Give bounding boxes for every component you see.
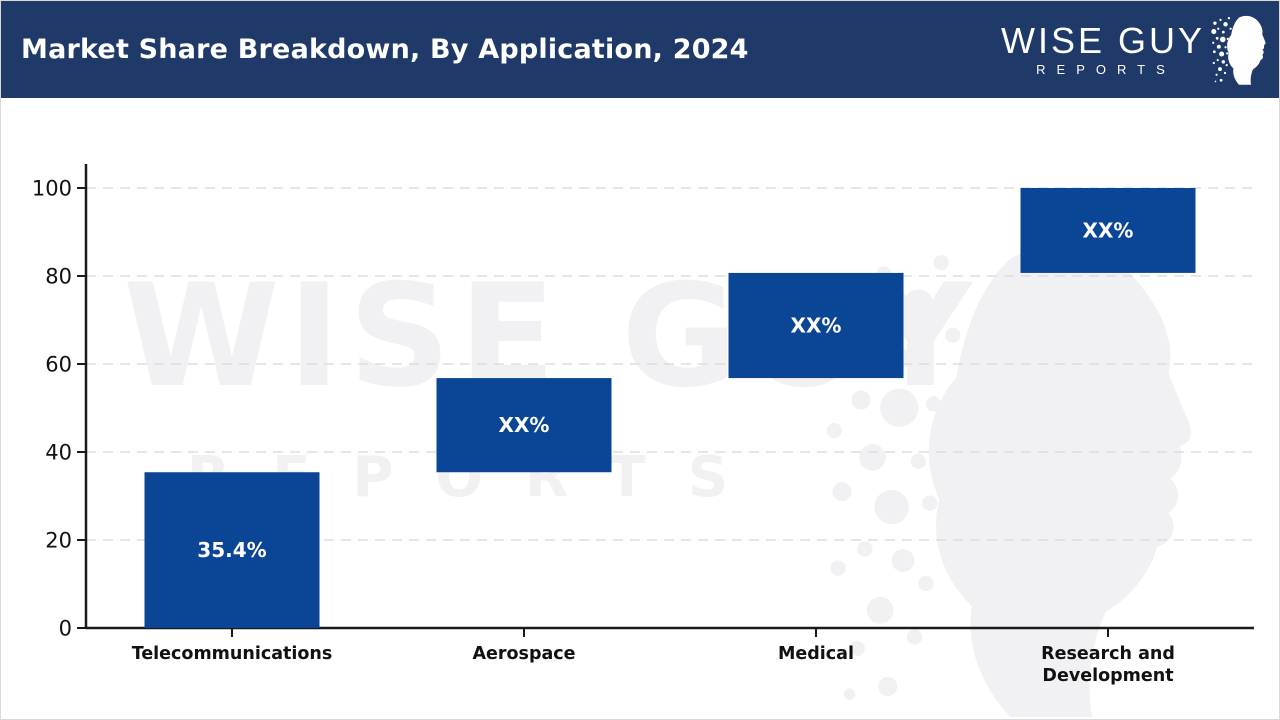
chart-area: WISE GUY REPORTS 0 20 40 60 80 100 35.4% Teleco… [1,98,1279,719]
y-tick-label-0: 0 [59,617,72,641]
x-category-label-medical: Medical [778,644,854,664]
logo-wordmark: WISE GUY [1000,20,1205,61]
x-category-label-research-and-development: Research and [1041,644,1175,664]
header-bar: Market Share Breakdown, By Application, … [1,1,1279,98]
bar-chart-canvas: 0 20 40 60 80 100 35.4% Telecommunications XX% Ae… [32,164,1254,686]
logo-wordmark-block: WISE GUY REPORTS [1000,20,1205,77]
y-tick-label-40: 40 [45,441,72,465]
page-title: Market Share Breakdown, By Application, … [21,34,749,65]
logo-subtext: REPORTS [1036,62,1176,77]
bar-telecommunications [144,472,320,628]
y-tick-label-20: 20 [45,529,72,553]
bar-value-label-medical: XX% [791,314,842,338]
bar-value-label-aerospace: XX% [499,413,550,437]
dotted-face-logo-icon [1211,15,1266,85]
x-category-label-research-and-development: Development [1042,666,1173,686]
y-tick-label-100: 100 [32,177,72,201]
bar-medical [728,272,904,379]
bar-research-and-development [1020,188,1196,273]
y-tick-label-80: 80 [45,265,72,289]
y-tick-label-60: 60 [45,353,72,377]
x-category-label-telecommunications: Telecommunications [132,644,333,664]
bar-value-label-telecommunications: 35.4% [197,538,266,562]
bar-value-label-research-and-development: XX% [1083,218,1134,242]
brand-logo: WISE GUY REPORTS [1001,13,1267,86]
bar-aerospace [436,378,612,473]
x-category-label-aerospace: Aerospace [472,644,575,664]
